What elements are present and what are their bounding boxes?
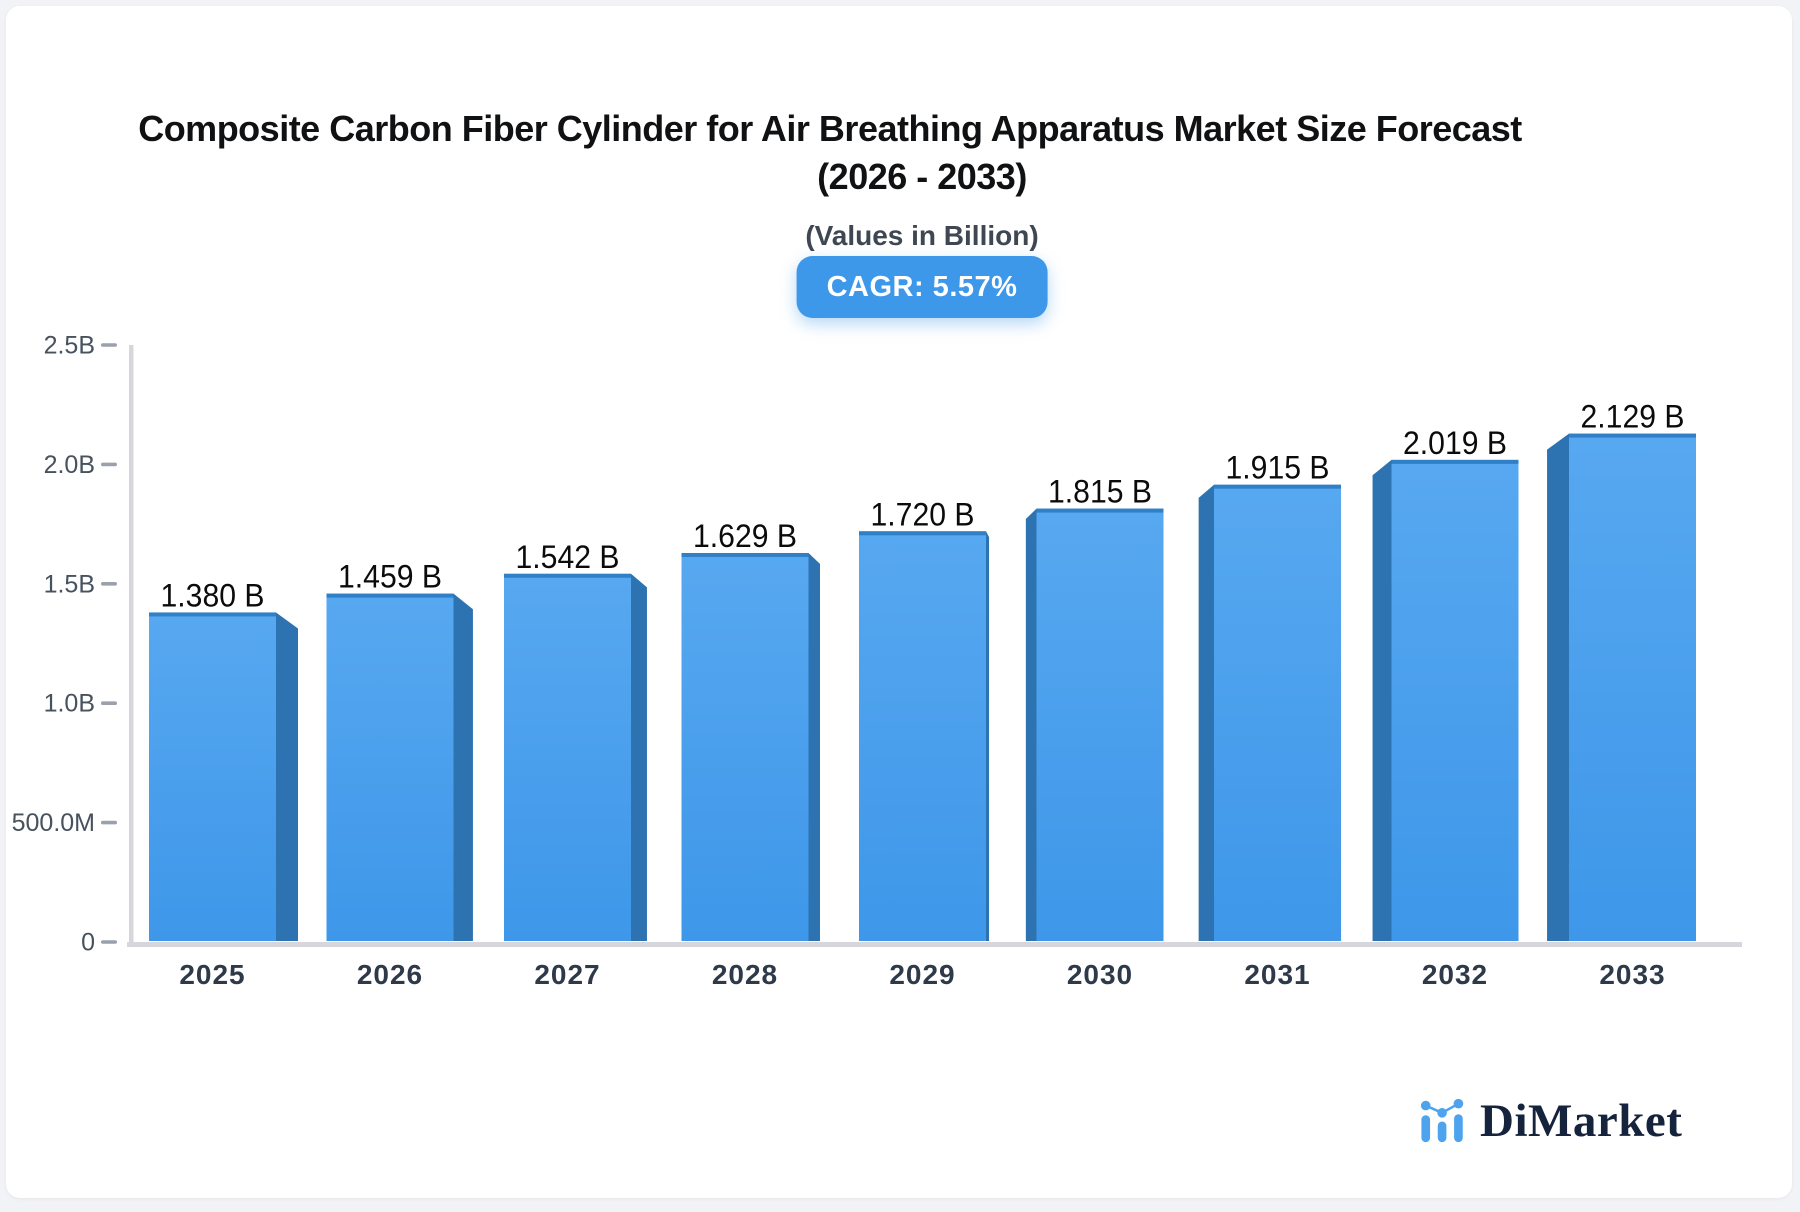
bar-side-face [808, 552, 820, 941]
x-axis-line [127, 942, 1742, 947]
bar-value-label: 1.459 B [338, 559, 442, 595]
bar-top-edge [1036, 508, 1164, 513]
x-axis-year-label: 2033 [1599, 959, 1665, 990]
bar-face [681, 552, 809, 941]
bar-value-label: 1.915 B [1226, 450, 1330, 486]
x-axis-year-label: 2028 [712, 959, 778, 990]
bar-2028: 1.629 B 2028 [681, 518, 820, 990]
x-axis-year-label: 2027 [534, 959, 600, 990]
bar-face [504, 573, 631, 941]
bar-2033: 2.129 B 2033 [1547, 399, 1696, 990]
y-tick-dash [101, 343, 117, 347]
bar-top-edge [504, 573, 631, 578]
x-axis-year-label: 2030 [1067, 959, 1133, 990]
bar-side-face [453, 593, 473, 941]
bar-side-face [1547, 433, 1569, 941]
bar-face [149, 612, 276, 941]
bar-top-edge [1569, 433, 1696, 438]
logo-text: DiMarket [1480, 1095, 1683, 1147]
bar-value-label: 1.629 B [693, 518, 797, 554]
bar-side-face [1372, 459, 1392, 941]
x-axis-year-label: 2026 [357, 959, 423, 990]
bar-face [1391, 459, 1519, 941]
y-axis-line [129, 345, 134, 947]
bar-top-edge [1391, 459, 1519, 464]
bar-face [859, 531, 986, 941]
logo-bars-and-dots [1420, 1098, 1464, 1143]
bar-top-edge [681, 552, 809, 557]
bar-2030: 1.815 B 2030 [1025, 474, 1164, 990]
x-axis-year-label: 2031 [1244, 959, 1310, 990]
bar-side-face [276, 612, 298, 941]
bar-2029: 1.720 B 2029 [859, 496, 990, 990]
chart-subtitle: (Values in Billion) [805, 220, 1039, 251]
bar-face [1036, 508, 1164, 941]
y-tick-label: 2.5B [44, 332, 95, 360]
bar-top-edge [859, 531, 986, 536]
bar-value-label: 1.815 B [1048, 474, 1152, 510]
bar-side-face [631, 573, 647, 941]
y-tick-label: 1.5B [44, 570, 95, 598]
page-title-years: (2026 - 2033) [817, 156, 1027, 197]
bar-2026: 1.459 B 2026 [326, 559, 473, 990]
bar-2032: 2.019 B 2032 [1372, 425, 1519, 990]
cagr-badge: CAGR: 5.57% [796, 256, 1048, 318]
logo-bar-chart-icon [1420, 1098, 1464, 1143]
x-axis-year-label: 2025 [179, 959, 245, 990]
bar-face [1214, 484, 1341, 941]
bar-face [326, 593, 454, 941]
bar-top-edge [326, 593, 454, 598]
brand-logo: DiMarket [1419, 1096, 1682, 1146]
bar-value-label: 1.542 B [516, 539, 620, 575]
y-tick-label: 0 [81, 929, 95, 957]
x-axis-year-label: 2032 [1422, 959, 1488, 990]
y-tick-dash [101, 820, 117, 825]
x-axis-year-label: 2029 [889, 959, 955, 990]
bar-side-face [986, 531, 990, 941]
y-tick-dash [101, 582, 117, 586]
y-tick-label: 1.0B [44, 690, 95, 718]
bar-side-face [1198, 484, 1214, 941]
bar-top-edge [1214, 484, 1341, 489]
bar-face [1569, 433, 1696, 941]
y-tick-dash [101, 701, 117, 705]
bar-value-label: 2.019 B [1403, 425, 1507, 461]
bar-2027: 1.542 B 2027 [504, 539, 647, 990]
bar-value-label: 1.720 B [871, 496, 975, 532]
y-tick-label: 500.0M [12, 809, 95, 837]
y-tick-dash [101, 462, 117, 467]
y-tick-label: 2.0B [44, 451, 95, 479]
page-title: Composite Carbon Fiber Cylinder for Air … [138, 108, 1522, 149]
bar-side-face [1025, 508, 1037, 941]
y-tick-dash [101, 940, 117, 944]
bar-2031: 1.915 B 2031 [1198, 450, 1341, 990]
bar-2025: 1.380 B 2025 [149, 577, 298, 990]
bar-value-label: 2.129 B [1581, 399, 1685, 435]
bar-value-label: 1.380 B [161, 577, 265, 613]
bar-top-edge [149, 612, 276, 617]
